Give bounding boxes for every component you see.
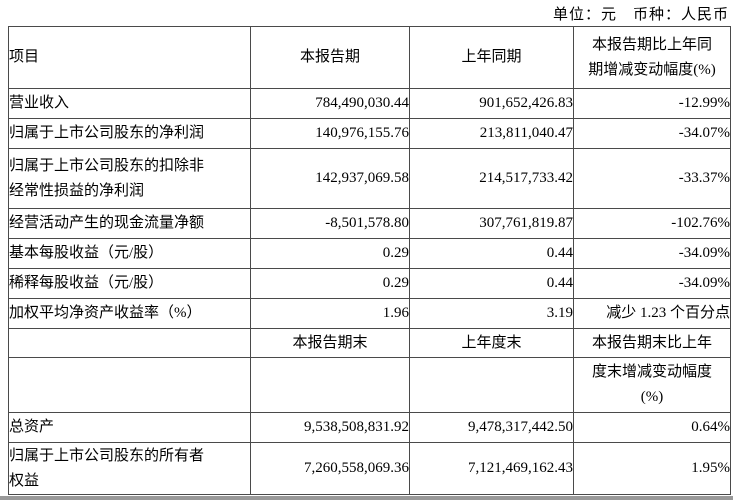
empty-cell [250,357,410,413]
prior-period-cell: 307,761,819.87 [409,208,574,239]
header-current-period-end: 本报告期末 [250,328,410,358]
header-end-empty [8,328,251,358]
item-cell: 归属于上市公司股东的扣除非 经常性损益的净利润 [8,148,251,209]
item-cell: 经营活动产生的现金流量净额 [8,208,251,239]
current-period-cell: 0.29 [250,268,410,299]
current-period-cell: 7,260,558,069.36 [250,442,410,495]
table-row: 营业收入 784,490,030.44 901,652,426.83 -12.9… [8,88,731,119]
prior-period-cell: 3.19 [409,298,574,329]
change-cell: -34.09% [573,268,731,299]
table-row: 基本每股收益（元/股） 0.29 0.44 -34.09% [8,238,731,269]
change-cell: -34.07% [573,118,731,149]
prior-period-cell: 0.44 [409,238,574,269]
item-cell: 稀释每股收益（元/股） [8,268,251,299]
table-row: 归属于上市公司股东的所有者 权益 7,260,558,069.36 7,121,… [8,442,731,495]
header-change-pct: 本报告期比上年同 期增减变动幅度(%) [573,26,731,89]
table-row: 总资产 9,538,508,831.92 9,478,317,442.50 0.… [8,412,731,443]
header-current-period: 本报告期 [250,26,410,89]
current-period-cell: 9,538,508,831.92 [250,412,410,443]
current-period-cell: 1.96 [250,298,410,329]
change-cell: 0.64% [573,412,731,443]
change-cell: -34.09% [573,238,731,269]
current-period-cell: 140,976,155.76 [250,118,410,149]
table-row: 经营活动产生的现金流量净额 -8,501,578.80 307,761,819.… [8,208,731,239]
current-period-cell: 784,490,030.44 [250,88,410,119]
header-end-change-line2: 度末增减变动幅度 (%) [573,357,731,413]
empty-cell [8,357,251,413]
unit-currency-note: 单位：元 币种：人民币 [552,7,729,23]
current-period-cell: -8,501,578.80 [250,208,410,239]
bottom-gray-bar [0,496,733,500]
header-prior-year-end: 上年度末 [409,328,574,358]
change-cell: -33.37% [573,148,731,209]
prior-period-cell: 214,517,733.42 [409,148,574,209]
prior-period-cell: 7,121,469,162.43 [409,442,574,495]
header-item: 项目 [8,26,251,89]
table-row: 加权平均净资产收益率（%） 1.96 3.19 减少 1.23 个百分点 [8,298,731,329]
table-row: 归属于上市公司股东的净利润 140,976,155.76 213,811,040… [8,118,731,149]
item-cell: 归属于上市公司股东的所有者 权益 [8,442,251,495]
prior-period-cell: 213,811,040.47 [409,118,574,149]
table-header-row: 项目 本报告期 上年同期 本报告期比上年同 期增减变动幅度(%) [8,26,731,89]
empty-cell [409,357,574,413]
item-cell: 营业收入 [8,88,251,119]
table-header-row-end: 本报告期末 上年度末 本报告期末比上年 [8,328,731,358]
table-row: 归属于上市公司股东的扣除非 经常性损益的净利润 142,937,069.58 2… [8,148,731,209]
prior-period-cell: 0.44 [409,268,574,299]
change-cell: -12.99% [573,88,731,119]
header-end-change-line1: 本报告期末比上年 [573,328,731,358]
current-period-cell: 0.29 [250,238,410,269]
item-cell: 基本每股收益（元/股） [8,238,251,269]
item-cell: 总资产 [8,412,251,443]
table-header-row-end-cont: 度末增减变动幅度 (%) [8,357,731,413]
change-cell: -102.76% [573,208,731,239]
change-cell: 减少 1.23 个百分点 [573,298,731,329]
item-cell: 归属于上市公司股东的净利润 [8,118,251,149]
prior-period-cell: 901,652,426.83 [409,88,574,119]
header-prior-period: 上年同期 [409,26,574,89]
item-cell: 加权平均净资产收益率（%） [8,298,251,329]
table-row: 稀释每股收益（元/股） 0.29 0.44 -34.09% [8,268,731,299]
financial-summary-table: 项目 本报告期 上年同期 本报告期比上年同 期增减变动幅度(%) 营业收入 78… [8,26,731,495]
current-period-cell: 142,937,069.58 [250,148,410,209]
prior-period-cell: 9,478,317,442.50 [409,412,574,443]
change-cell: 1.95% [573,442,731,495]
